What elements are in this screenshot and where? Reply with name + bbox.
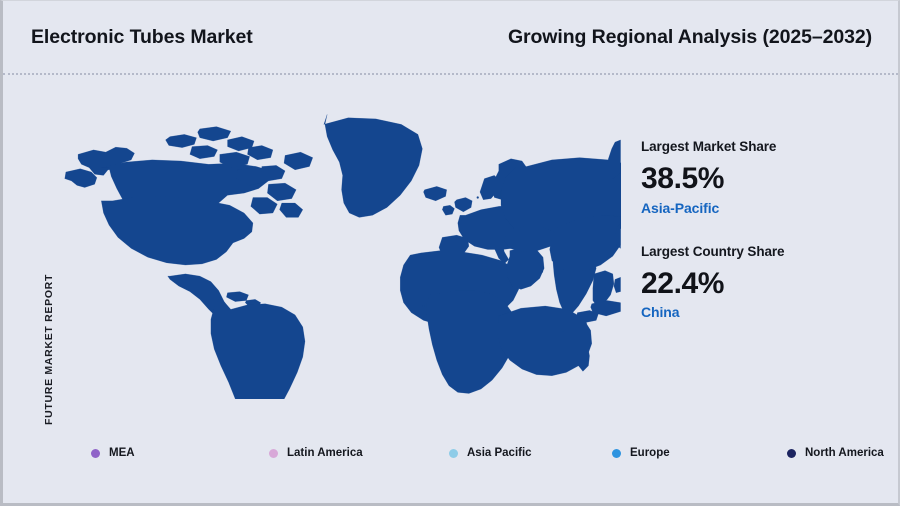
legend-item-latin-america: Latin America: [269, 447, 419, 459]
legend-dot-icon: [449, 448, 458, 458]
legend-dot-icon: [269, 448, 278, 458]
legend-dot-icon: [91, 448, 100, 458]
legend-dot-icon: [612, 448, 621, 458]
legend-item-asia-pacific: Asia Pacific: [449, 447, 582, 459]
stat-label: Largest Market Share: [641, 139, 777, 154]
brand-vertical-label-text: FUTURE MARKET REPORT: [43, 273, 55, 425]
legend: MEA Latin America Asia Pacific Europe No…: [91, 447, 884, 459]
legend-item-europe: Europe: [612, 447, 757, 459]
world-map: [61, 89, 621, 399]
world-map-icon: [64, 114, 621, 399]
stat-region: Asia-Pacific: [641, 199, 720, 216]
legend-label: Europe: [630, 447, 670, 459]
legend-label: Latin America: [287, 447, 363, 459]
header-divider: [3, 73, 898, 75]
legend-label: North America: [805, 447, 884, 459]
brand-vertical-label: FUTURE MARKET REPORT: [27, 229, 55, 429]
legend-label: MEA: [109, 447, 135, 459]
stat-region: China: [641, 304, 680, 320]
legend-item-north-america: North America: [787, 447, 884, 459]
header-subtitle: Growing Regional Analysis (2025–2032): [507, 25, 872, 48]
stat-value: 22.4%: [641, 266, 725, 300]
header: Electronic Tubes Market Growing Regional…: [3, 1, 898, 73]
legend-label: Asia Pacific: [467, 447, 532, 459]
legend-dot-icon: [787, 448, 796, 458]
stat-largest-market-share: Largest Market Share 38.5% Asia-Pacific: [641, 139, 891, 216]
stat-value: 38.5%: [641, 162, 725, 195]
stat-largest-country-share: Largest Country Share 22.4% China: [641, 244, 891, 321]
stat-label: Largest Country Share: [641, 243, 785, 259]
page-title: Electronic Tubes Market: [31, 25, 253, 48]
stats-panel: Largest Market Share 38.5% Asia-Pacific …: [641, 139, 891, 348]
legend-item-mea: MEA: [91, 447, 239, 459]
